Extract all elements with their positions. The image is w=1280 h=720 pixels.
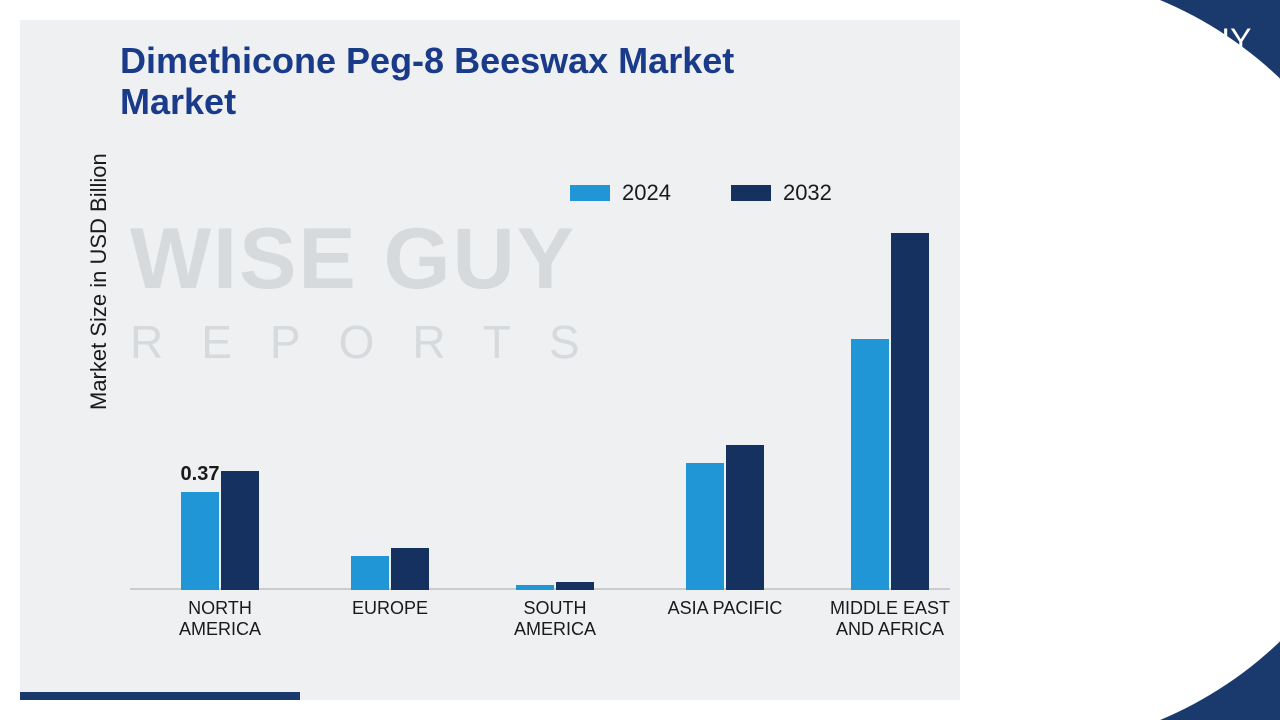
legend-label-2032: 2032 [783,180,832,206]
bar [351,556,389,590]
brand-logo: WISE GUY REPORTS [1088,22,1252,73]
legend-swatch-2024 [570,185,610,201]
category-label: EUROPE [320,598,460,619]
bar-pair [851,233,929,590]
bar [556,582,594,590]
bar-pair [686,445,764,590]
legend-item-2024: 2024 [570,180,671,206]
bar [686,463,724,590]
brand-head-icon [1178,40,1238,108]
bar [221,471,259,590]
legend-item-2032: 2032 [731,180,832,206]
category-label: MIDDLE EAST AND AFRICA [820,598,960,639]
legend: 2024 2032 [570,180,832,206]
bar-pair [351,548,429,590]
bar [181,492,219,590]
bar [516,585,554,590]
bar-value-label: 0.37 [181,463,220,486]
bar [391,548,429,590]
category-label: ASIA PACIFIC [655,598,795,619]
bar-pair [181,471,259,590]
bar [726,445,764,590]
category-label: SOUTH AMERICA [485,598,625,639]
chart-panel: Dimethicone Peg-8 Beeswax Market Market … [20,20,960,700]
y-axis-label: Market Size in USD Billion [86,153,112,410]
bottom-accent-strip [20,692,300,700]
legend-label-2024: 2024 [622,180,671,206]
legend-swatch-2032 [731,185,771,201]
category-label: NORTH AMERICA [150,598,290,639]
plot-area: NORTH AMERICA0.37EUROPESOUTH AMERICAASIA… [130,220,950,590]
bar-pair [516,582,594,590]
chart-title: Dimethicone Peg-8 Beeswax Market Market [120,40,800,123]
bar [851,339,889,590]
bar [891,233,929,590]
